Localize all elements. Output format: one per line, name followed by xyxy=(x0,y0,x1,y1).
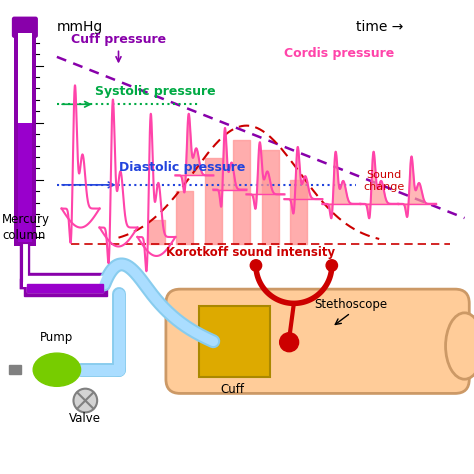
FancyBboxPatch shape xyxy=(12,17,38,38)
Polygon shape xyxy=(246,142,284,209)
Text: Systolic pressure: Systolic pressure xyxy=(95,85,215,98)
FancyBboxPatch shape xyxy=(18,36,32,242)
Polygon shape xyxy=(284,147,322,214)
Bar xyxy=(27,284,103,292)
FancyBboxPatch shape xyxy=(18,123,32,242)
Text: Mercury
column: Mercury column xyxy=(2,213,50,242)
Bar xyxy=(9,365,21,374)
FancyBboxPatch shape xyxy=(199,306,270,377)
FancyBboxPatch shape xyxy=(14,33,36,246)
Polygon shape xyxy=(322,152,360,219)
Bar xyxy=(24,273,107,296)
Circle shape xyxy=(280,333,299,352)
Polygon shape xyxy=(360,152,398,219)
Ellipse shape xyxy=(33,353,81,386)
Circle shape xyxy=(326,260,337,271)
FancyBboxPatch shape xyxy=(166,289,469,393)
Ellipse shape xyxy=(446,313,474,379)
Polygon shape xyxy=(175,114,213,192)
Bar xyxy=(18,33,32,121)
Text: Valve: Valve xyxy=(69,412,101,425)
Polygon shape xyxy=(398,156,436,217)
Text: time →: time → xyxy=(356,20,403,34)
Text: mmHg: mmHg xyxy=(57,20,103,34)
Text: Cuff pressure: Cuff pressure xyxy=(71,33,166,62)
Text: Sound
change: Sound change xyxy=(363,170,405,191)
Bar xyxy=(27,276,103,292)
Text: Pump: Pump xyxy=(40,331,73,344)
Text: Korotkoff sound intensity: Korotkoff sound intensity xyxy=(166,246,335,259)
Text: Diastolic pressure: Diastolic pressure xyxy=(118,161,245,173)
Text: Cordis pressure: Cordis pressure xyxy=(284,47,395,60)
Text: Stethoscope: Stethoscope xyxy=(314,298,387,311)
Circle shape xyxy=(250,260,262,271)
Circle shape xyxy=(73,389,97,412)
Polygon shape xyxy=(213,128,246,207)
Text: Cuff: Cuff xyxy=(220,383,244,396)
